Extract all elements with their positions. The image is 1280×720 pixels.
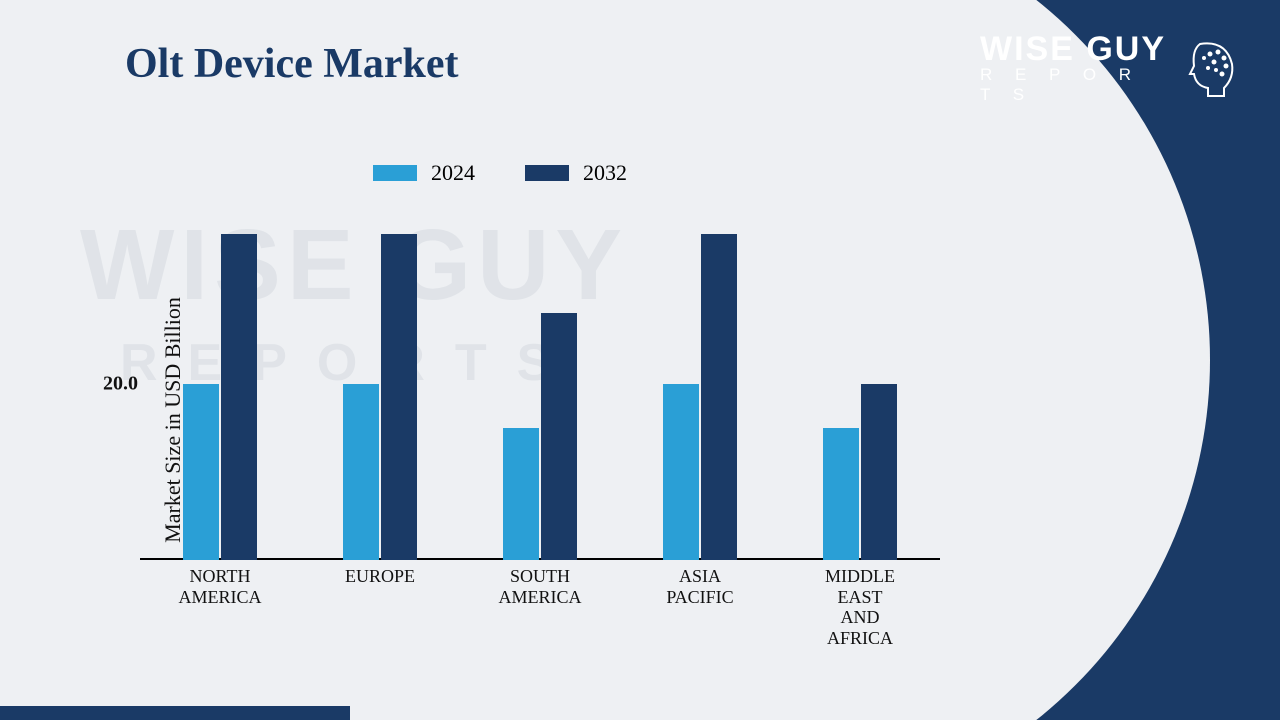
bar-2032 bbox=[861, 384, 897, 560]
bar-2032 bbox=[701, 234, 737, 560]
legend-label-2024: 2024 bbox=[431, 160, 475, 186]
legend-swatch-2032 bbox=[525, 165, 569, 181]
logo-head-icon bbox=[1180, 38, 1240, 98]
bar-group bbox=[343, 234, 417, 560]
x-axis-label: ASIAPACIFIC bbox=[635, 566, 765, 680]
bar-2032 bbox=[541, 313, 577, 560]
bar-2024 bbox=[503, 428, 539, 560]
logo-line2: R E P O R T S bbox=[980, 65, 1172, 105]
bar-2024 bbox=[663, 384, 699, 560]
bar-2024 bbox=[183, 384, 219, 560]
bar-2032 bbox=[221, 234, 257, 560]
plot-area bbox=[140, 190, 940, 560]
bar-group bbox=[663, 234, 737, 560]
x-axis-label: SOUTHAMERICA bbox=[475, 566, 605, 680]
bar-2024 bbox=[823, 428, 859, 560]
bottom-accent-bar bbox=[0, 706, 350, 720]
legend-swatch-2024 bbox=[373, 165, 417, 181]
bar-2024 bbox=[343, 384, 379, 560]
x-axis-label: MIDDLEEASTANDAFRICA bbox=[795, 566, 925, 680]
bar-group bbox=[503, 313, 577, 560]
bar-2032 bbox=[381, 234, 417, 560]
bar-group bbox=[823, 384, 897, 560]
x-axis-label: EUROPE bbox=[315, 566, 445, 680]
brand-logo: WISE GUY R E P O R T S bbox=[980, 30, 1240, 105]
legend-label-2032: 2032 bbox=[583, 160, 627, 186]
page-title: Olt Device Market bbox=[125, 40, 459, 88]
y-tick-label: 20.0 bbox=[103, 372, 138, 395]
bar-chart: 2024 2032 Market Size in USD Billion 20.… bbox=[60, 160, 940, 680]
logo-line1: WISE GUY bbox=[980, 30, 1172, 69]
bar-group bbox=[183, 234, 257, 560]
legend: 2024 2032 bbox=[373, 160, 627, 186]
legend-item-2024: 2024 bbox=[373, 160, 475, 186]
x-axis-label: NORTHAMERICA bbox=[155, 566, 285, 680]
legend-item-2032: 2032 bbox=[525, 160, 627, 186]
